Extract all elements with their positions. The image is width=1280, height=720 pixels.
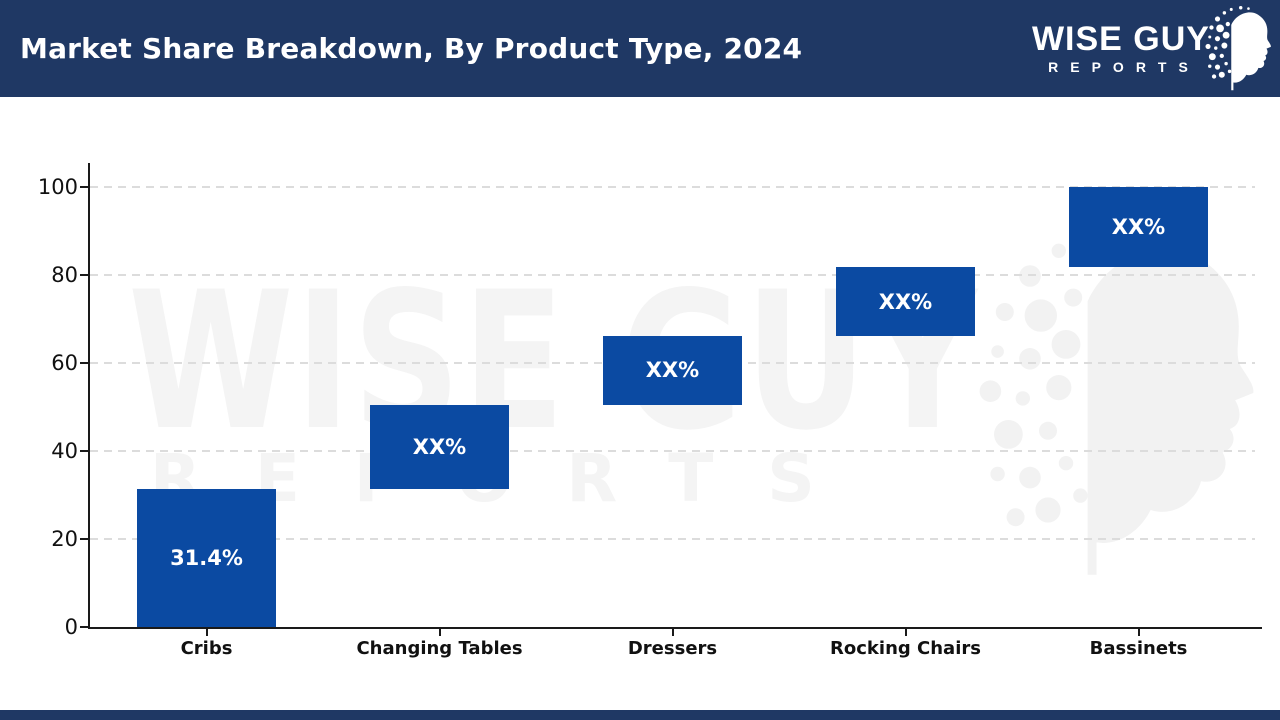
x-tick-label-rocking-chairs: Rocking Chairs <box>830 638 981 659</box>
watermark-wordmark: WISE GUY <box>128 251 979 472</box>
footer-bar <box>0 710 1280 720</box>
bar-rocking-chairs: XX% <box>836 267 975 337</box>
y-tick-label-40: 40 <box>51 439 78 463</box>
wiseguy-face-icon <box>1205 5 1271 90</box>
x-tick-mark-5 <box>1137 629 1140 636</box>
logo-wordmark: WISE GUY <box>1031 20 1210 58</box>
bar-value-label: XX% <box>645 358 700 383</box>
page-title: Market Share Breakdown, By Product Type,… <box>20 32 803 65</box>
bar-value-label: XX% <box>412 434 467 459</box>
y-tick-label-100: 100 <box>37 175 78 199</box>
x-tick-mark-1 <box>205 629 208 636</box>
x-tick-label-cribs: Cribs <box>180 638 233 659</box>
x-tick-mark-4 <box>904 629 907 636</box>
y-tick-mark-80 <box>80 274 88 276</box>
bar-dressers: XX% <box>603 336 742 405</box>
x-tick-mark-3 <box>671 629 674 636</box>
bar-value-label: XX% <box>878 289 933 314</box>
wiseguy-logo-text: WISE GUY REPORTS <box>1032 21 1210 76</box>
x-axis-line <box>88 627 1262 629</box>
x-tick-mark-2 <box>438 629 441 636</box>
bar-value-label: XX% <box>1111 215 1166 240</box>
x-tick-label-dressers: Dressers <box>627 638 718 659</box>
x-tick-label-bassinets: Bassinets <box>1089 638 1188 659</box>
bar-changing-tables: XX% <box>370 404 509 489</box>
gridline-100 <box>90 186 1255 188</box>
bar-value-label: 31.4% <box>170 545 243 570</box>
y-tick-label-80: 80 <box>51 263 78 287</box>
header-bar: Market Share Breakdown, By Product Type,… <box>0 0 1280 97</box>
gridline-20 <box>90 538 1255 540</box>
y-tick-label-0: 0 <box>64 615 78 639</box>
y-tick-mark-40 <box>80 450 88 452</box>
x-tick-label-changing-tables: Changing Tables <box>356 638 523 659</box>
bar-bassinets: XX% <box>1069 187 1208 268</box>
y-tick-mark-20 <box>80 538 88 540</box>
y-tick-mark-0 <box>80 626 88 628</box>
y-axis-line <box>88 163 90 629</box>
y-tick-mark-100 <box>80 186 88 188</box>
bar-cribs: 31.4% <box>137 488 276 627</box>
wiseguy-logo: WISE GUY REPORTS <box>1032 0 1278 97</box>
y-tick-mark-60 <box>80 362 88 364</box>
y-tick-label-60: 60 <box>51 351 78 375</box>
plot-area: 31.4% XX% XX% XX% XX% <box>90 165 1255 627</box>
gridline-80 <box>90 274 1255 276</box>
gridline-40 <box>90 450 1255 452</box>
logo-subtitle: REPORTS <box>1048 59 1200 75</box>
y-tick-label-20: 20 <box>51 527 78 551</box>
